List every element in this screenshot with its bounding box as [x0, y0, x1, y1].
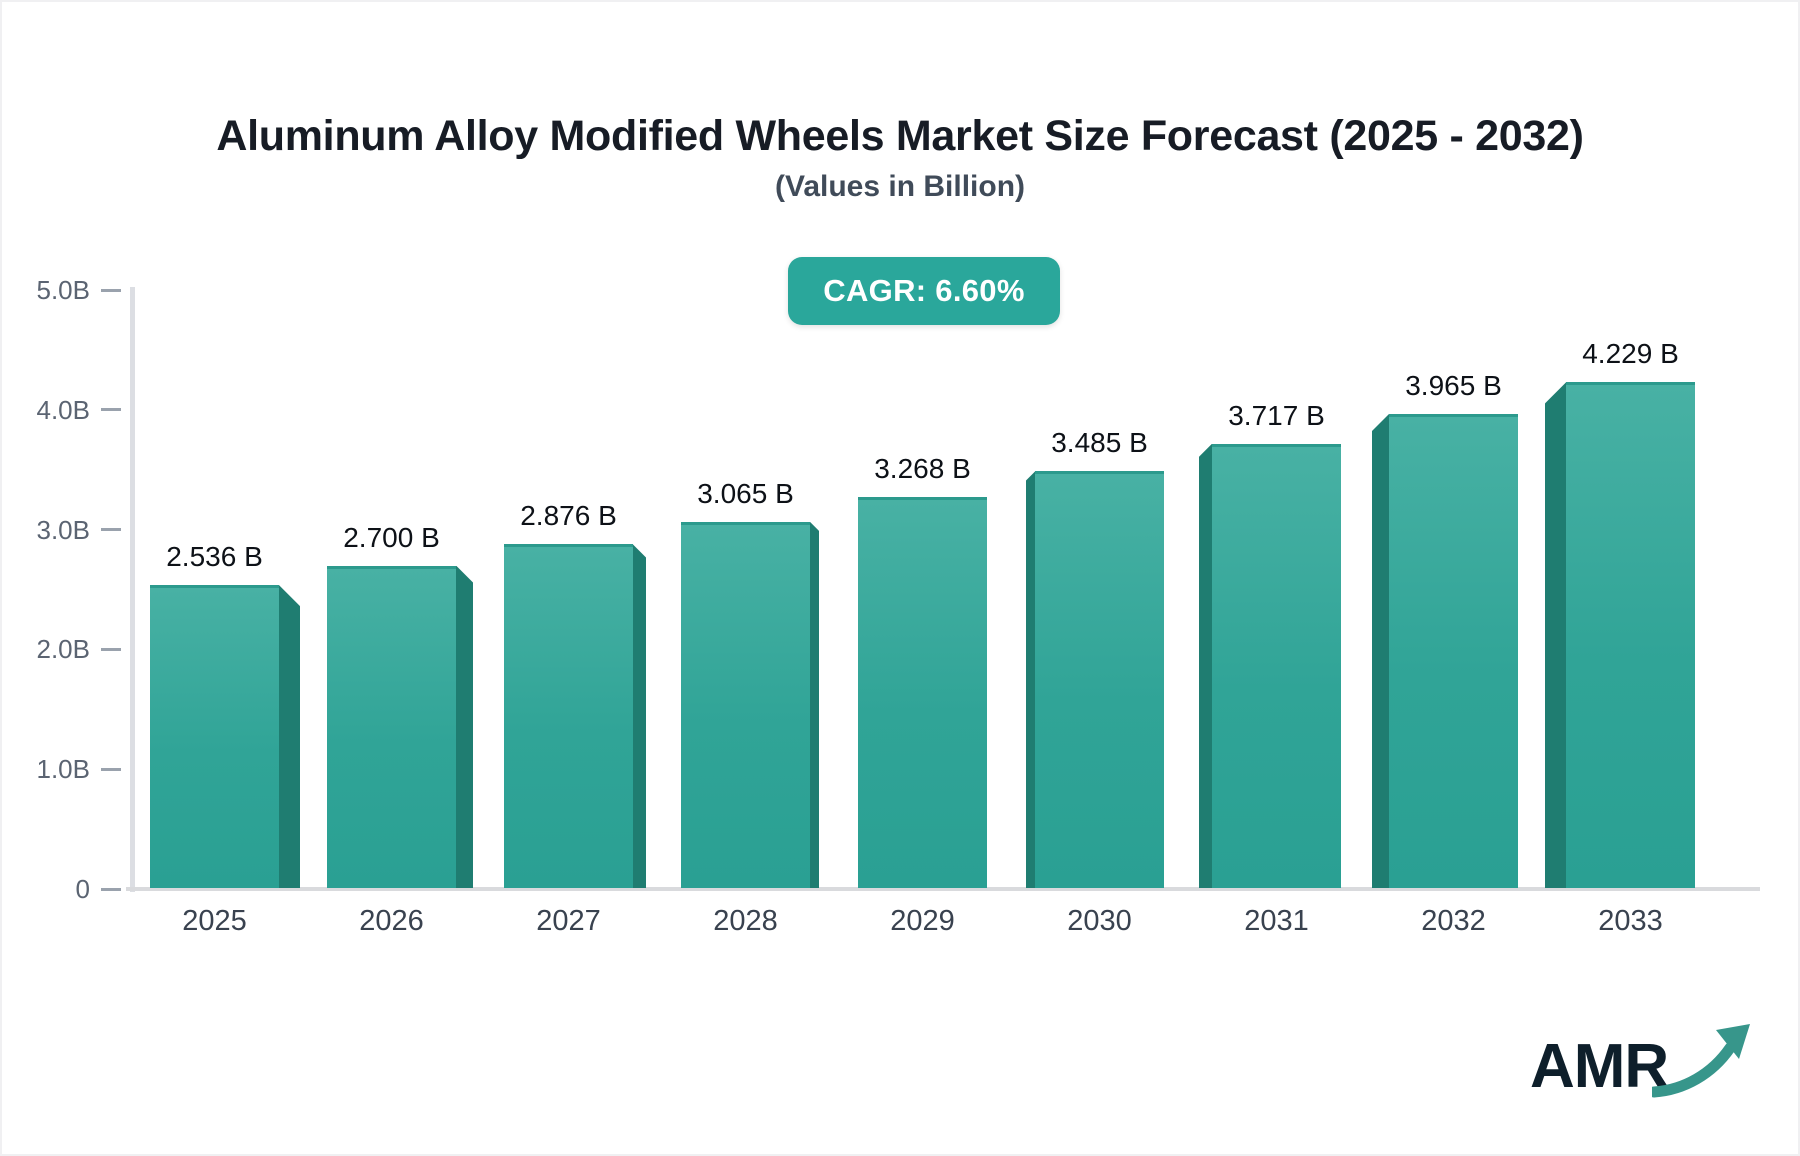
x-axis-label-2031: 2031: [1244, 905, 1309, 937]
x-axis-label-2028: 2028: [713, 905, 778, 937]
y-tick: [101, 408, 121, 412]
bar-2026: [327, 565, 456, 888]
x-axis-label-2027: 2027: [536, 905, 601, 937]
cagr-badge: CAGR: 6.60%: [788, 257, 1060, 325]
bar-2027: [504, 544, 633, 888]
x-axis-label-2030: 2030: [1067, 905, 1132, 937]
amr-logo: AMR: [1530, 1024, 1752, 1101]
chart-title: Aluminum Alloy Modified Wheels Market Si…: [216, 112, 1584, 160]
x-axis-label-2032: 2032: [1421, 905, 1486, 937]
bar-side-2030: [1026, 471, 1035, 888]
x-axis-label-2026: 2026: [359, 905, 424, 937]
bar-side-2025: [279, 585, 300, 888]
y-tick-label: 4.0B: [36, 394, 91, 425]
bar-value-label-2027: 2.876 B: [520, 500, 617, 532]
bar-2031: [1212, 443, 1341, 888]
y-tick-label: 5.0B: [36, 275, 91, 305]
bar-2025: [150, 585, 279, 888]
x-axis-label-2025: 2025: [182, 905, 247, 937]
cagr-badge-label: CAGR: 6.60%: [823, 273, 1025, 308]
y-tick-label: 3.0B: [36, 514, 91, 545]
bar-side-2028: [810, 521, 819, 888]
bar-side-2026: [456, 565, 473, 888]
x-axis-label-2033: 2033: [1598, 905, 1663, 937]
bar-value-label-2029: 3.268 B: [874, 453, 971, 485]
bar-value-label-2028: 3.065 B: [697, 477, 794, 509]
y-tick: [101, 887, 121, 891]
bar-value-label-2025: 2.536 B: [166, 541, 263, 573]
bar-value-label-2030: 3.485 B: [1051, 427, 1148, 459]
y-axis-line: [130, 287, 135, 892]
bar-2033: [1566, 382, 1695, 888]
y-tick: [101, 528, 121, 532]
bar-side-2033: [1545, 382, 1566, 888]
y-tick: [101, 288, 121, 292]
x-axis-label-2029: 2029: [890, 905, 955, 937]
y-tick-label: 2.0B: [36, 634, 91, 665]
chart-subtitle: (Values in Billion): [774, 170, 1026, 203]
amr-logo-text: AMR: [1530, 1032, 1669, 1101]
bar-value-label-2033: 4.229 B: [1582, 338, 1679, 370]
bar-2032: [1389, 413, 1518, 888]
bar-2028: [681, 521, 810, 888]
bar-side-2031: [1199, 443, 1212, 888]
y-tick-label: 1.0B: [36, 754, 91, 785]
bar-side-2032: [1372, 413, 1389, 888]
x-axis-baseline: [126, 887, 1760, 891]
y-tick-label: 0: [75, 874, 90, 904]
y-tick: [101, 767, 121, 771]
bar-value-label-2031: 3.717 B: [1228, 399, 1325, 431]
growth-arrow-icon: [1652, 1024, 1751, 1098]
bar-value-label-2026: 2.700 B: [343, 521, 440, 553]
bar-2029: [858, 497, 987, 888]
bar-2030: [1035, 471, 1164, 888]
y-tick: [101, 647, 121, 651]
bar-value-label-2032: 3.965 B: [1405, 369, 1502, 401]
bar-side-2027: [633, 544, 646, 888]
